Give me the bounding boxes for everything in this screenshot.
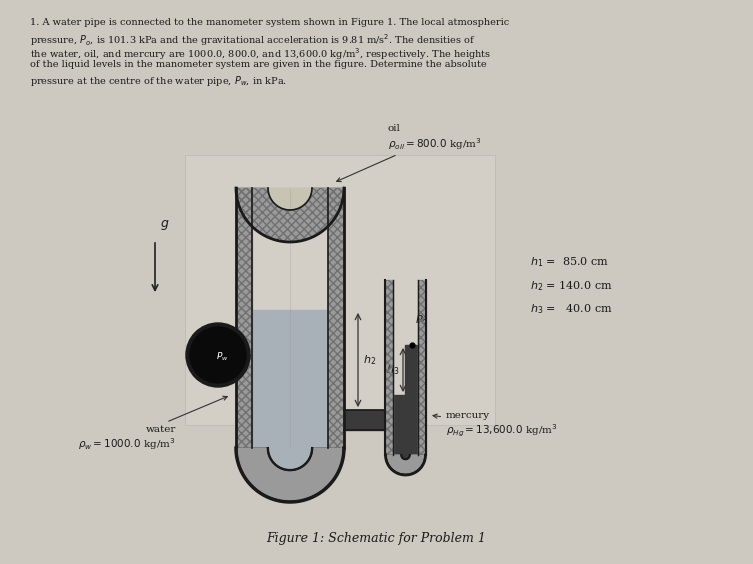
Text: water
$\rho_w = 1000.0$ kg/m$^3$: water $\rho_w = 1000.0$ kg/m$^3$ <box>78 396 227 452</box>
Text: $h_2$: $h_2$ <box>363 353 376 367</box>
Bar <box>385 280 393 455</box>
Bar <box>344 410 385 430</box>
Polygon shape <box>252 188 328 210</box>
Polygon shape <box>388 455 423 473</box>
Bar <box>252 330 328 448</box>
Polygon shape <box>393 455 418 459</box>
Text: $g$: $g$ <box>160 218 169 232</box>
Text: Figure 1: Schematic for Problem 1: Figure 1: Schematic for Problem 1 <box>266 532 486 545</box>
Polygon shape <box>386 455 425 475</box>
Text: $P_w$: $P_w$ <box>215 351 228 363</box>
Bar <box>236 188 252 448</box>
Text: pressure at the centre of the water pipe, $P_w$, in kPa.: pressure at the centre of the water pipe… <box>30 74 287 88</box>
Text: pressure, $P_o$, is 101.3 kPa and the gravitational acceleration is 9.81 m/s$^2$: pressure, $P_o$, is 101.3 kPa and the gr… <box>30 32 476 48</box>
Bar <box>393 395 405 455</box>
Polygon shape <box>238 448 342 500</box>
Circle shape <box>186 323 250 387</box>
Bar <box>328 188 344 448</box>
Bar <box>405 345 417 455</box>
Text: oil
$\rho_{oil} = 800.0$ kg/m$^3$: oil $\rho_{oil} = 800.0$ kg/m$^3$ <box>337 125 481 182</box>
Bar <box>328 188 344 448</box>
Bar <box>236 188 252 448</box>
Text: $h_1$ =  85.0 cm
$h_2$ = 140.0 cm
$h_3$ =   40.0 cm: $h_1$ = 85.0 cm $h_2$ = 140.0 cm $h_3$ =… <box>530 255 613 316</box>
Text: $P_o$: $P_o$ <box>415 313 428 327</box>
Text: of the liquid levels in the manometer system are given in the figure. Determine : of the liquid levels in the manometer sy… <box>30 60 486 69</box>
Text: the water, oil, and mercury are 1000.0, 800.0, and 13,600.0 kg/m$^3$, respective: the water, oil, and mercury are 1000.0, … <box>30 46 492 62</box>
Text: 1. A water pipe is connected to the manometer system shown in Figure 1. The loca: 1. A water pipe is connected to the mano… <box>30 18 509 27</box>
Polygon shape <box>236 448 344 502</box>
Bar <box>418 280 426 455</box>
Bar <box>252 310 328 448</box>
Polygon shape <box>252 448 328 470</box>
Text: $h_1$: $h_1$ <box>206 336 219 350</box>
Bar <box>185 155 495 425</box>
Text: $h_3$: $h_3$ <box>386 363 399 377</box>
Bar <box>418 280 426 455</box>
Polygon shape <box>236 188 344 242</box>
Circle shape <box>190 327 246 383</box>
Bar <box>385 280 393 455</box>
Text: mercury
$\rho_{Hg} = 13{,}600.0$ kg/m$^3$: mercury $\rho_{Hg} = 13{,}600.0$ kg/m$^3… <box>433 411 558 439</box>
